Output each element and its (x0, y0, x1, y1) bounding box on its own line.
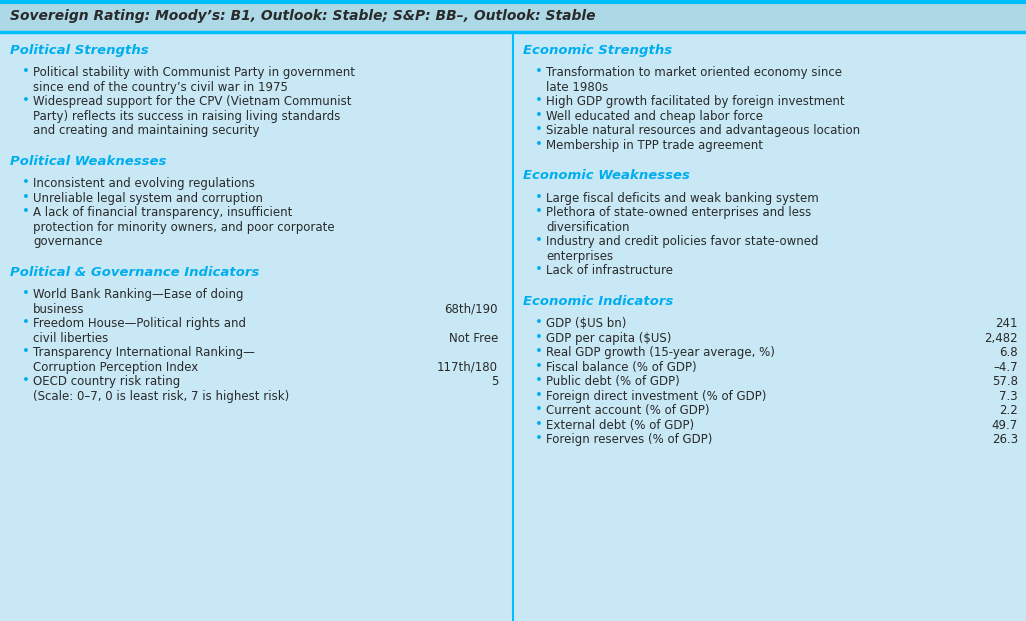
Text: Political & Governance Indicators: Political & Governance Indicators (10, 266, 260, 279)
Text: Large fiscal deficits and weak banking system: Large fiscal deficits and weak banking s… (546, 192, 819, 205)
Text: Sovereign Rating: Moody’s: B1, Outlook: Stable; S&P: BB–, Outlook: Stable: Sovereign Rating: Moody’s: B1, Outlook: … (10, 9, 595, 23)
Text: 5: 5 (490, 375, 498, 388)
Text: •: • (535, 345, 543, 358)
Text: External debt (% of GDP): External debt (% of GDP) (546, 419, 695, 432)
Text: Corruption Perception Index: Corruption Perception Index (33, 361, 198, 374)
Text: •: • (535, 109, 543, 122)
Text: High GDP growth facilitated by foreign investment: High GDP growth facilitated by foreign i… (546, 96, 844, 109)
Text: Party) reflects its success in raising living standards: Party) reflects its success in raising l… (33, 110, 341, 123)
Text: Sizable natural resources and advantageous location: Sizable natural resources and advantageo… (546, 124, 860, 137)
Text: 57.8: 57.8 (992, 375, 1018, 388)
Text: 241: 241 (995, 317, 1018, 330)
Text: Transparency International Ranking—: Transparency International Ranking— (33, 347, 254, 360)
Text: (Scale: 0–7, 0 is least risk, 7 is highest risk): (Scale: 0–7, 0 is least risk, 7 is highe… (33, 390, 289, 403)
Text: Industry and credit policies favor state-owned: Industry and credit policies favor state… (546, 235, 819, 248)
Text: Plethora of state-owned enterprises and less: Plethora of state-owned enterprises and … (546, 206, 812, 219)
Text: •: • (22, 176, 30, 189)
Text: –4.7: –4.7 (993, 361, 1018, 374)
Text: Inconsistent and evolving regulations: Inconsistent and evolving regulations (33, 178, 254, 191)
Text: 117th/180: 117th/180 (437, 361, 498, 374)
Text: Public debt (% of GDP): Public debt (% of GDP) (546, 375, 680, 388)
Text: •: • (535, 124, 543, 137)
Text: •: • (535, 94, 543, 107)
Text: Foreign reserves (% of GDP): Foreign reserves (% of GDP) (546, 433, 712, 446)
Text: Transformation to market oriented economy since: Transformation to market oriented econom… (546, 66, 842, 79)
Text: •: • (535, 138, 543, 151)
Bar (0, 0, 1026, 32)
Text: •: • (535, 206, 543, 219)
Text: Not Free: Not Free (448, 332, 498, 345)
Text: •: • (535, 234, 543, 247)
Text: A lack of financial transparency, insufficient: A lack of financial transparency, insuff… (33, 206, 292, 219)
Text: governance: governance (33, 235, 103, 248)
Text: •: • (535, 432, 543, 445)
Text: 68th/190: 68th/190 (444, 303, 498, 316)
Text: Foreign direct investment (% of GDP): Foreign direct investment (% of GDP) (546, 390, 766, 403)
Text: •: • (535, 404, 543, 416)
Text: World Bank Ranking—Ease of doing: World Bank Ranking—Ease of doing (33, 288, 243, 301)
Text: 7.3: 7.3 (999, 390, 1018, 403)
Text: Political Strengths: Political Strengths (10, 44, 149, 57)
Text: Lack of infrastructure: Lack of infrastructure (546, 265, 673, 278)
Text: •: • (22, 94, 30, 107)
Text: 6.8: 6.8 (999, 347, 1018, 360)
Text: •: • (535, 191, 543, 204)
Text: and creating and maintaining security: and creating and maintaining security (33, 124, 260, 137)
Text: late 1980s: late 1980s (546, 81, 608, 94)
Text: OECD country risk rating: OECD country risk rating (33, 375, 181, 388)
Text: •: • (22, 206, 30, 219)
Text: •: • (535, 316, 543, 329)
Text: 26.3: 26.3 (992, 433, 1018, 446)
Text: •: • (535, 360, 543, 373)
Text: Political Weaknesses: Political Weaknesses (10, 155, 166, 168)
Text: Economic Weaknesses: Economic Weaknesses (523, 170, 689, 183)
Text: •: • (22, 288, 30, 301)
Text: GDP per capita ($US): GDP per capita ($US) (546, 332, 671, 345)
Text: •: • (535, 263, 543, 276)
Text: GDP ($US bn): GDP ($US bn) (546, 317, 627, 330)
Text: 2.2: 2.2 (999, 404, 1018, 417)
Text: Unreliable legal system and corruption: Unreliable legal system and corruption (33, 192, 263, 205)
Text: since end of the country’s civil war in 1975: since end of the country’s civil war in … (33, 81, 288, 94)
Text: Current account (% of GDP): Current account (% of GDP) (546, 404, 710, 417)
Text: •: • (535, 418, 543, 431)
Text: business: business (33, 303, 84, 316)
Text: •: • (535, 65, 543, 78)
Text: protection for minority owners, and poor corporate: protection for minority owners, and poor… (33, 221, 334, 234)
Text: Widespread support for the CPV (Vietnam Communist: Widespread support for the CPV (Vietnam … (33, 96, 352, 109)
Text: Freedom House—Political rights and: Freedom House—Political rights and (33, 317, 246, 330)
Text: Fiscal balance (% of GDP): Fiscal balance (% of GDP) (546, 361, 697, 374)
Text: Well educated and cheap labor force: Well educated and cheap labor force (546, 110, 763, 123)
Text: Membership in TPP trade agreement: Membership in TPP trade agreement (546, 139, 763, 152)
Text: 2,482: 2,482 (984, 332, 1018, 345)
Text: •: • (22, 316, 30, 329)
Text: •: • (22, 374, 30, 388)
Text: •: • (535, 389, 543, 402)
Text: Political stability with Communist Party in government: Political stability with Communist Party… (33, 66, 355, 79)
Text: •: • (22, 191, 30, 204)
Text: •: • (22, 345, 30, 358)
Text: civil liberties: civil liberties (33, 332, 109, 345)
Text: Real GDP growth (15-year average, %): Real GDP growth (15-year average, %) (546, 347, 775, 360)
Text: •: • (535, 374, 543, 388)
Text: 49.7: 49.7 (992, 419, 1018, 432)
Text: •: • (22, 65, 30, 78)
Text: Economic Strengths: Economic Strengths (523, 44, 672, 57)
Text: •: • (535, 331, 543, 344)
Text: Economic Indicators: Economic Indicators (523, 295, 673, 308)
Text: enterprises: enterprises (546, 250, 614, 263)
Text: diversification: diversification (546, 221, 630, 234)
